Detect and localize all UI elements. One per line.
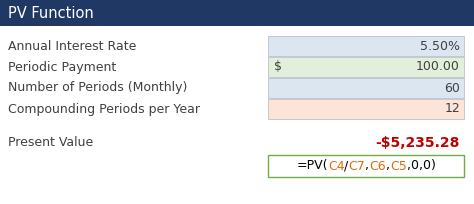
Text: 100.00: 100.00 [416, 61, 460, 73]
Text: PV Function: PV Function [8, 6, 94, 20]
Text: Present Value: Present Value [8, 136, 93, 150]
Text: C7: C7 [349, 160, 365, 173]
Bar [268, 155, 464, 177]
Text: 5.50%: 5.50% [420, 40, 460, 52]
Bar [268, 36, 464, 56]
Bar [268, 78, 464, 98]
Text: ,: , [386, 160, 390, 173]
Text: =PV(: =PV( [296, 160, 328, 173]
Bar [268, 99, 464, 119]
Text: 12: 12 [444, 102, 460, 115]
Text: 60: 60 [444, 82, 460, 94]
Bar [0, 0, 474, 26]
Text: Periodic Payment: Periodic Payment [8, 61, 116, 73]
Text: /: / [345, 160, 349, 173]
Text: ,: , [365, 160, 369, 173]
Text: C6: C6 [369, 160, 386, 173]
Text: Compounding Periods per Year: Compounding Periods per Year [8, 102, 200, 115]
Text: -$5,235.28: -$5,235.28 [375, 136, 460, 150]
Text: ,0,0): ,0,0) [407, 160, 436, 173]
Text: $: $ [274, 61, 282, 73]
Bar [268, 57, 464, 77]
Text: Number of Periods (Monthly): Number of Periods (Monthly) [8, 82, 187, 94]
Text: Annual Interest Rate: Annual Interest Rate [8, 40, 137, 52]
Text: C5: C5 [390, 160, 407, 173]
Text: C4: C4 [328, 160, 345, 173]
